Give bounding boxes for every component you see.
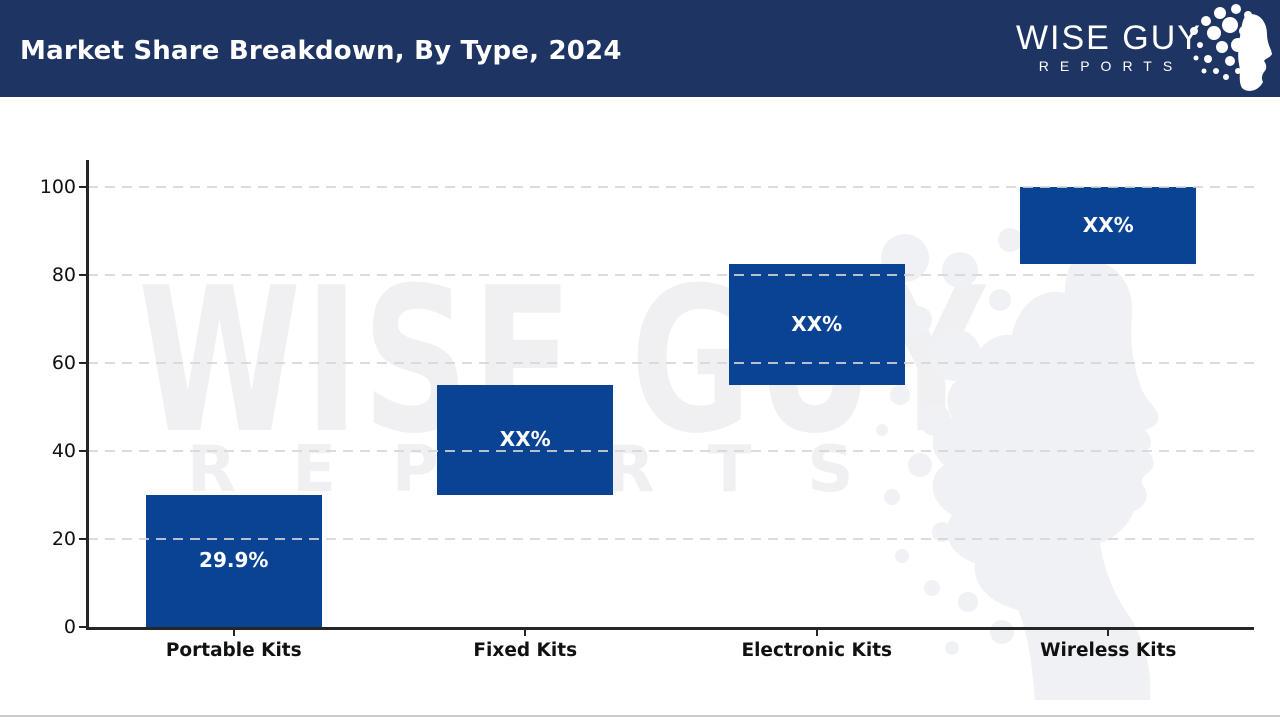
y-tick-label-80: 80 bbox=[51, 264, 76, 286]
y-tick-mark-40 bbox=[79, 450, 87, 452]
y-tick-label-60: 60 bbox=[51, 352, 76, 374]
brand-head-icon bbox=[1190, 3, 1272, 91]
chart-title: Market Share Breakdown, By Type, 2024 bbox=[20, 35, 622, 66]
x-axis-line bbox=[86, 627, 1254, 630]
gridline-80 bbox=[88, 274, 1254, 276]
header-bar: Market Share Breakdown, By Type, 2024 WI… bbox=[0, 0, 1280, 97]
y-tick-label-40: 40 bbox=[51, 440, 76, 462]
bar-value-label: XX% bbox=[1082, 212, 1134, 237]
bar-fixed-kits bbox=[437, 385, 614, 496]
gridline-20 bbox=[88, 538, 1254, 540]
y-axis-line bbox=[86, 160, 89, 629]
gridline-40 bbox=[88, 450, 1254, 452]
brand-logo-text: WISE GUY REPORTS bbox=[1016, 21, 1202, 73]
y-tick-mark-80 bbox=[79, 274, 87, 276]
bar-electronic-kits bbox=[728, 264, 905, 385]
bar-value-label: XX% bbox=[499, 427, 551, 452]
x-tick-mark-0 bbox=[232, 627, 235, 636]
brand-logo: WISE GUY REPORTS bbox=[1016, 0, 1272, 97]
brand-wordmark: WISE GUY bbox=[1015, 18, 1202, 57]
gridline-60 bbox=[88, 362, 1254, 364]
y-tick-mark-20 bbox=[79, 538, 87, 540]
y-tick-label-0: 0 bbox=[63, 616, 76, 638]
x-tick-mark-1 bbox=[524, 627, 527, 636]
category-label: Fixed Kits bbox=[473, 640, 578, 661]
brand-subtext: REPORTS bbox=[1038, 57, 1184, 74]
bar-portable-kits bbox=[145, 495, 322, 627]
y-tick-mark-0 bbox=[79, 626, 87, 628]
gridline-100 bbox=[88, 186, 1254, 188]
y-tick-mark-100 bbox=[79, 186, 87, 188]
y-tick-label-20: 20 bbox=[51, 528, 76, 550]
x-tick-mark-2 bbox=[815, 627, 818, 636]
y-tick-label-100: 100 bbox=[39, 176, 76, 198]
footer-divider bbox=[0, 715, 1280, 717]
category-label: Wireless Kits bbox=[1040, 640, 1177, 661]
y-tick-mark-60 bbox=[79, 362, 87, 364]
category-label: Electronic Kits bbox=[741, 640, 893, 661]
bar-value-label: 29.9% bbox=[199, 548, 269, 573]
bar-value-label: XX% bbox=[791, 311, 843, 336]
watermark-head-icon bbox=[870, 228, 1159, 700]
x-tick-mark-3 bbox=[1107, 627, 1110, 636]
bar-wireless-kits bbox=[1020, 187, 1197, 264]
category-label: Portable Kits bbox=[165, 640, 302, 661]
